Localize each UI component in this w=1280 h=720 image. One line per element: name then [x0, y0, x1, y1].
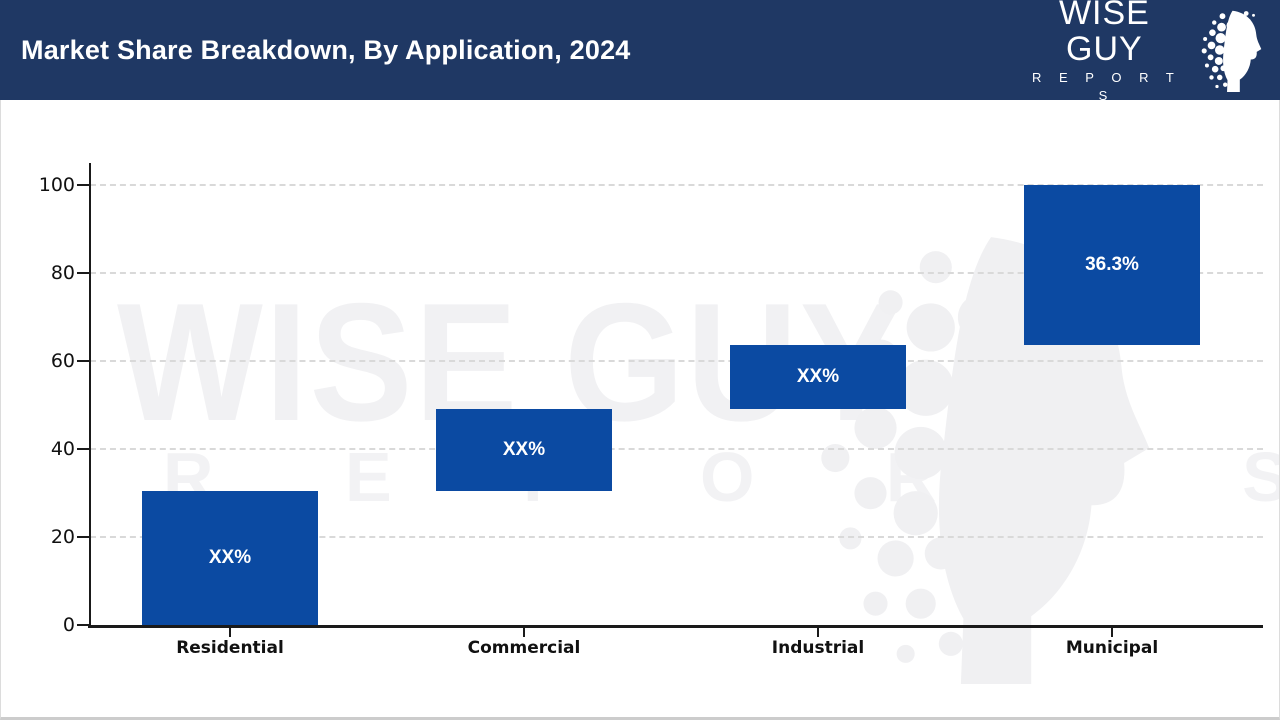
category-label-residential: Residential [176, 638, 284, 658]
bar-value-label: XX% [796, 366, 840, 388]
logo-head-icon [1201, 10, 1262, 92]
bar-value-label: XX% [502, 439, 546, 461]
gridline-y100 [90, 184, 1263, 186]
wise-guy-reports-logo: WISE GUY R E P O R T S [1016, 0, 1266, 103]
bar-residential: XX% [142, 490, 318, 625]
y-tick-label: 80 [50, 262, 75, 284]
chart-area: WISE GUY R E P O R T S 0 20 40 60 80 100 XX% Re… [1, 100, 1279, 717]
y-tick-label: 40 [50, 438, 75, 460]
x-tick-mark [229, 628, 231, 637]
gridline-y60 [90, 360, 1263, 362]
category-label-industrial: Industrial [771, 638, 865, 658]
bar-value-label: 36.3% [1085, 253, 1139, 275]
category-label-commercial: Commercial [467, 638, 581, 658]
bar-value-label: XX% [208, 546, 252, 568]
page-title: Market Share Breakdown, By Application, … [21, 34, 631, 65]
y-tick-mark [77, 624, 90, 626]
x-tick-mark [523, 628, 525, 637]
logo-subtitle: R E P O R T S [1032, 70, 1181, 103]
header-bar: Market Share Breakdown, By Application, … [0, 0, 1280, 103]
y-tick-label: 100 [38, 174, 75, 196]
gridline-y40 [90, 448, 1263, 450]
bar-commercial: XX% [436, 409, 612, 491]
y-tick-label: 20 [50, 526, 75, 548]
x-axis [88, 625, 1263, 628]
y-tick-mark [77, 184, 90, 186]
bar-municipal: 36.3% [1024, 185, 1200, 345]
gridline-y20 [90, 536, 1263, 538]
gridline-y80 [90, 272, 1263, 274]
x-tick-mark [817, 628, 819, 637]
category-label-municipal: Municipal [1065, 638, 1159, 658]
y-tick-label: 60 [50, 350, 75, 372]
logo-text: WISE GUY R E P O R T S [1016, 0, 1193, 105]
y-tick-mark [77, 360, 90, 362]
y-axis [89, 163, 91, 627]
y-tick-mark [77, 448, 90, 450]
y-tick-mark [77, 536, 90, 538]
bar-industrial: XX% [730, 344, 906, 410]
x-tick-mark [1111, 628, 1113, 637]
y-tick-mark [77, 272, 90, 274]
logo-wordmark: WISE GUY [1058, 0, 1150, 68]
y-tick-label: 0 [62, 614, 75, 636]
